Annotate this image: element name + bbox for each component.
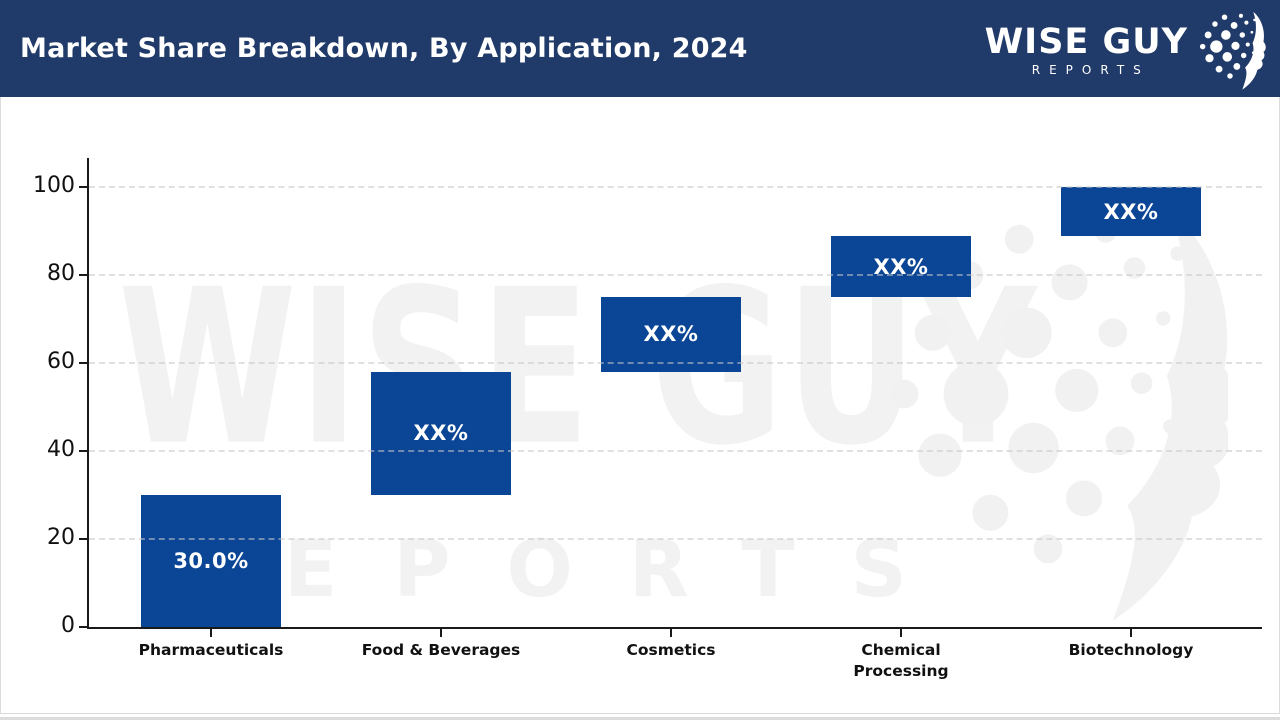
x-tick-mark-1 — [440, 629, 442, 637]
footer-divider — [0, 713, 1280, 714]
y-tick-mark-0 — [79, 626, 87, 628]
bar-value-label: XX% — [413, 421, 469, 446]
x-tick-mark-3 — [900, 629, 902, 637]
x-tick-mark-4 — [1130, 629, 1132, 637]
y-tick-label-20: 20 — [47, 525, 75, 550]
x-tick-label-1: Food & Beverages — [361, 641, 521, 659]
chart-title: Market Share Breakdown, By Application, … — [20, 33, 748, 64]
logo-reports-text: REPORTS — [1031, 63, 1150, 77]
y-tick-mark-60 — [79, 362, 87, 364]
x-tick-label-3: Chemical Processing — [853, 641, 949, 680]
bar-pharmaceuticals: 30.0% — [141, 495, 281, 627]
wise-guy-reports-logo: WISE GUY REPORTS — [985, 8, 1270, 92]
y-tick-mark-40 — [79, 450, 87, 452]
y-tick-mark-80 — [79, 274, 87, 276]
y-tick-mark-20 — [79, 538, 87, 540]
y-tick-label-80: 80 — [47, 261, 75, 286]
footer-strip — [0, 717, 1280, 720]
logo-head-icon — [1199, 11, 1266, 90]
y-tick-label-40: 40 — [47, 437, 75, 462]
logo-text: WISE GUY REPORTS — [985, 23, 1188, 77]
bar-biotechnology: XX% — [1061, 187, 1201, 237]
x-axis-line — [87, 627, 1262, 629]
logo-wiseguy-text: WISE GUY — [984, 22, 1188, 62]
bar-value-label: XX% — [1103, 199, 1159, 224]
x-tick-mark-2 — [670, 629, 672, 637]
x-tick-mark-0 — [210, 629, 212, 637]
x-tick-label-2: Cosmetics — [626, 641, 716, 659]
x-tick-label-4: Biotechnology — [1068, 641, 1194, 659]
bar-value-label: XX% — [873, 254, 929, 279]
bar-cosmetics: XX% — [601, 297, 741, 372]
y-tick-label-0: 0 — [61, 613, 75, 638]
bar-food-beverages: XX% — [371, 371, 511, 495]
y-axis-line — [87, 158, 89, 629]
y-tick-label-100: 100 — [33, 173, 75, 198]
x-tick-label-0: Pharmaceuticals — [138, 641, 284, 659]
watermark-reports-text: REPORTS — [168, 525, 963, 615]
y-tick-mark-100 — [79, 186, 87, 188]
header-bar: Market Share Breakdown, By Application, … — [0, 0, 1280, 97]
y-tick-label-60: 60 — [47, 349, 75, 374]
bar-value-label: XX% — [643, 322, 699, 347]
bar-value-label: 30.0% — [173, 549, 249, 573]
bar-chemical-processing: XX% — [831, 236, 971, 297]
